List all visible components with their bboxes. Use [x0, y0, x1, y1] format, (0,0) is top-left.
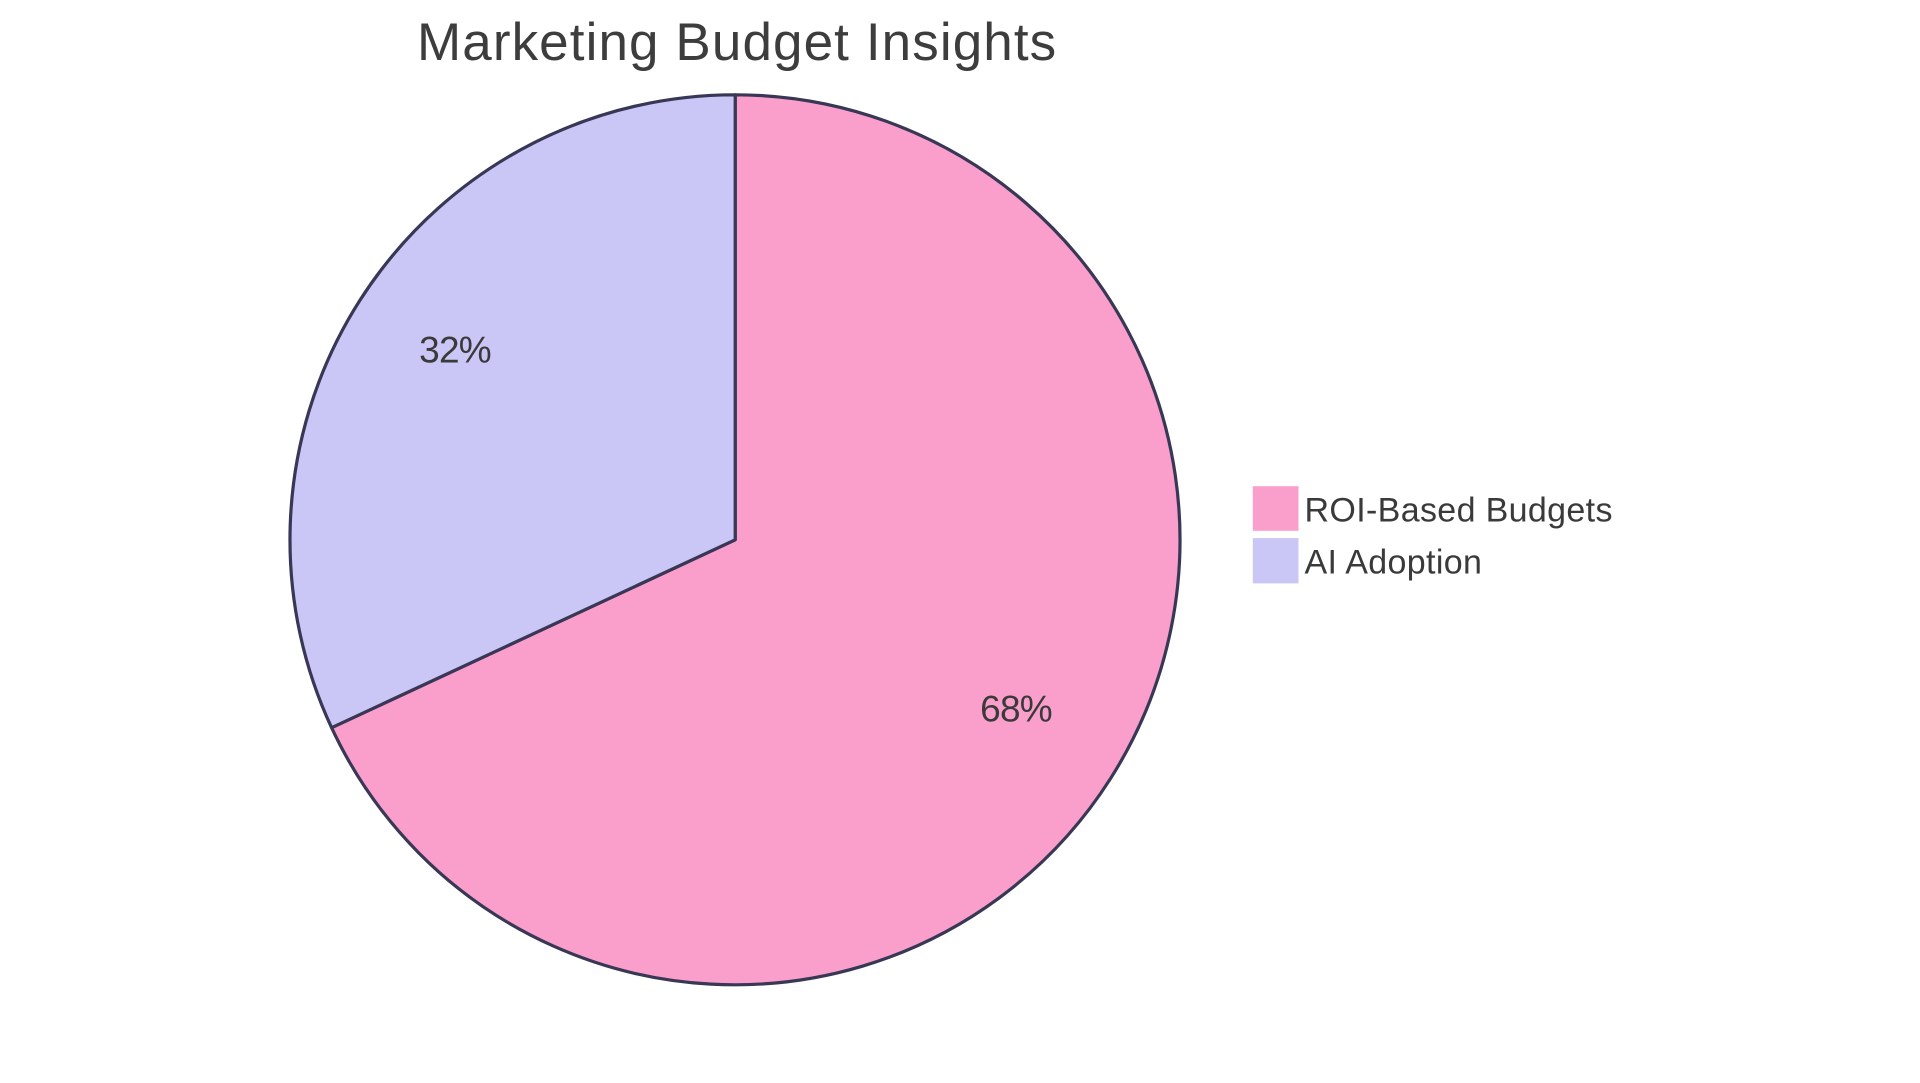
- svg-text:AI Adoption: AI Adoption: [1305, 544, 1483, 582]
- svg-text:Marketing Budget Insights: Marketing Budget Insights: [417, 13, 1057, 72]
- svg-text:68%: 68%: [980, 688, 1052, 729]
- svg-text:ROI-Based Budgets: ROI-Based Budgets: [1305, 492, 1613, 530]
- svg-text:32%: 32%: [419, 330, 491, 371]
